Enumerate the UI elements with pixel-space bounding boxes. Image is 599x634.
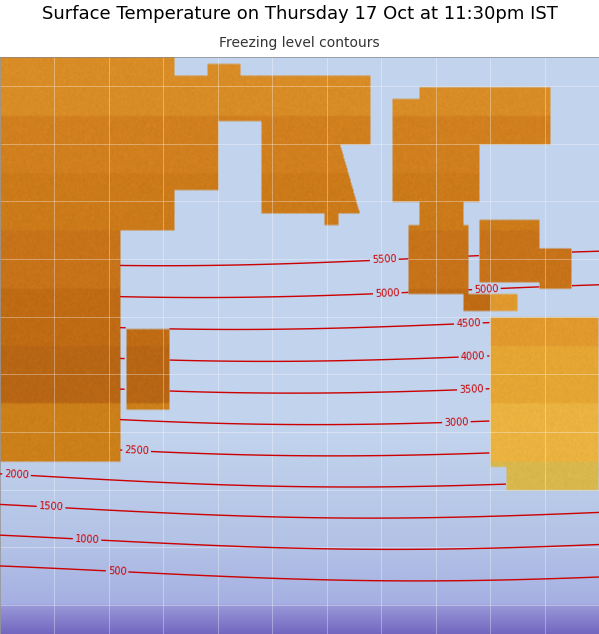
Text: 2500: 2500 [124, 445, 149, 456]
Text: 5000: 5000 [474, 283, 499, 295]
Text: 3000: 3000 [444, 417, 469, 427]
Text: 5000: 5000 [375, 288, 400, 299]
Text: 500: 500 [108, 566, 126, 577]
Text: 4500: 4500 [456, 318, 481, 329]
Text: 5500: 5500 [372, 254, 397, 266]
Text: Freezing level contours: Freezing level contours [219, 36, 380, 50]
Text: 4000: 4000 [461, 351, 485, 362]
Text: 2000: 2000 [4, 469, 29, 481]
Text: 1000: 1000 [75, 534, 99, 545]
Text: 3500: 3500 [459, 384, 484, 395]
Text: Surface Temperature on Thursday 17 Oct at 11:30pm IST: Surface Temperature on Thursday 17 Oct a… [41, 5, 558, 23]
Text: 1500: 1500 [38, 501, 63, 513]
